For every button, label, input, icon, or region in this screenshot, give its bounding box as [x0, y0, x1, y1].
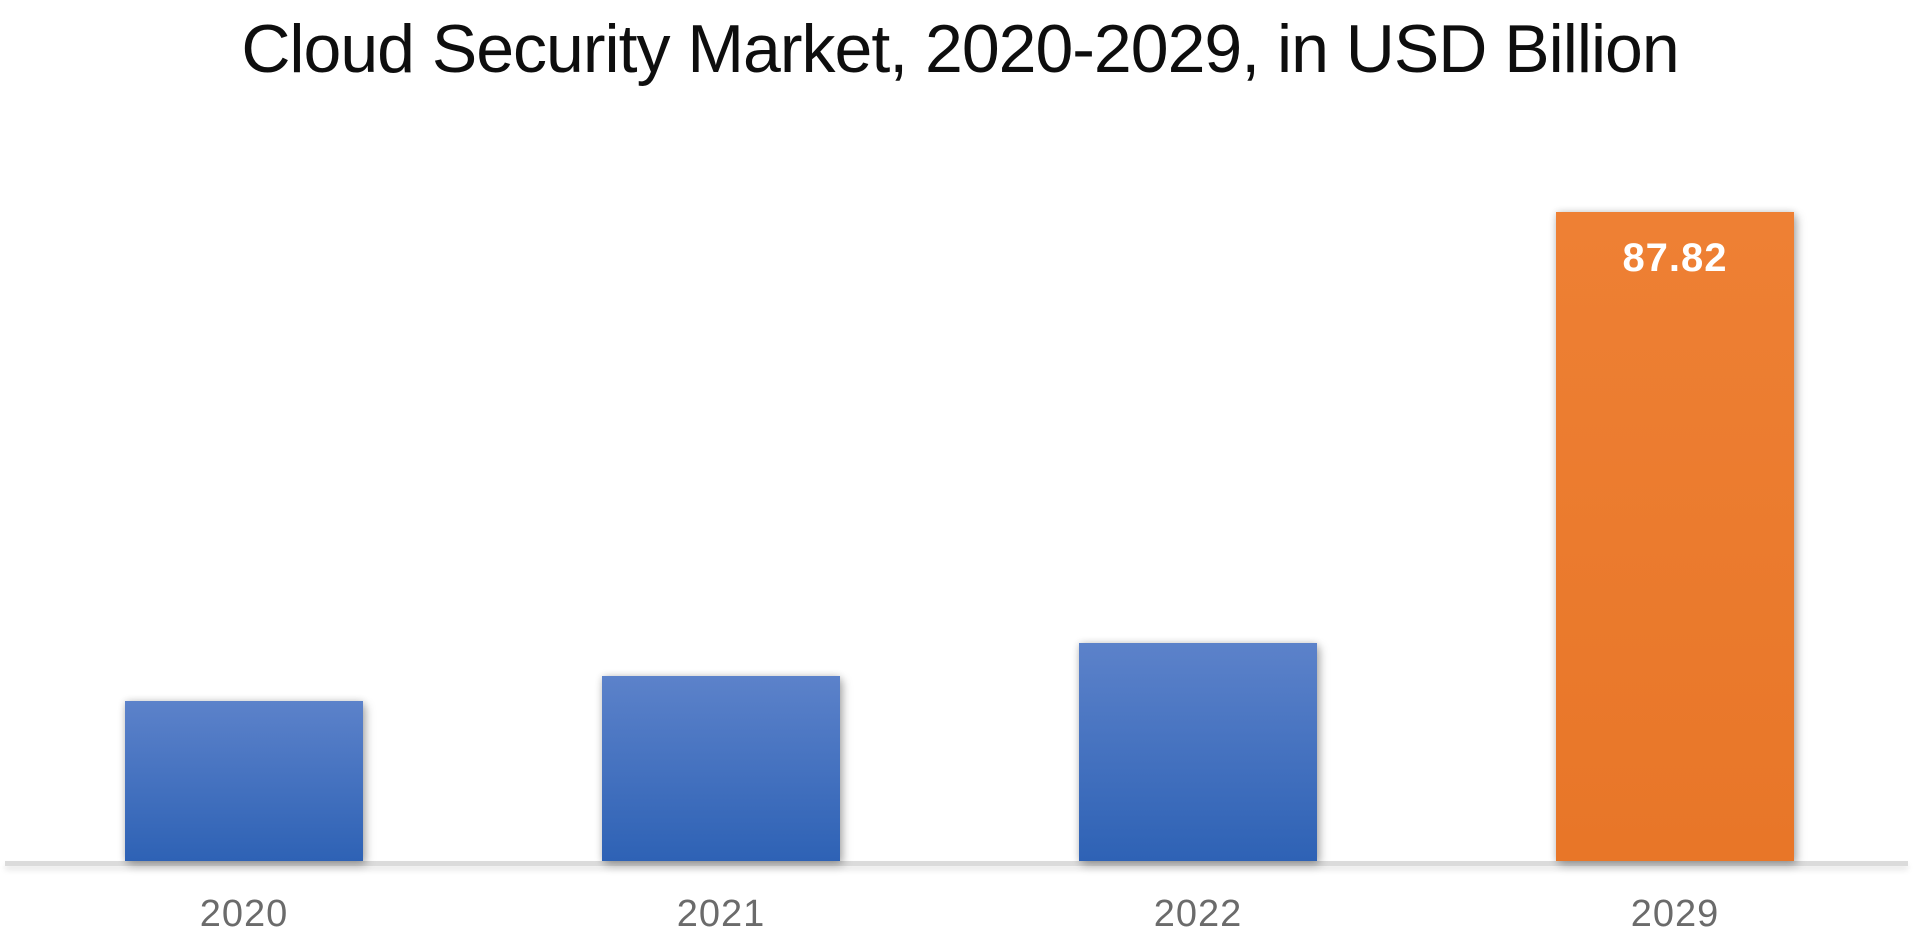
bar-2022 [1079, 643, 1317, 861]
x-axis-line [5, 861, 1908, 866]
chart-title: Cloud Security Market, 2020-2029, in USD… [241, 11, 1679, 87]
bar-2021 [602, 676, 840, 861]
bar-value-label: 87.82 [1622, 236, 1728, 280]
x-axis-tick-label: 2020 [199, 893, 289, 935]
bar-2020 [125, 701, 363, 861]
x-axis-tick-label: 2022 [1153, 893, 1243, 935]
x-axis-tick-label: 2029 [1630, 893, 1720, 935]
x-axis-tick-label: 2021 [676, 893, 766, 935]
bar-2029: 87.82 [1556, 212, 1794, 861]
